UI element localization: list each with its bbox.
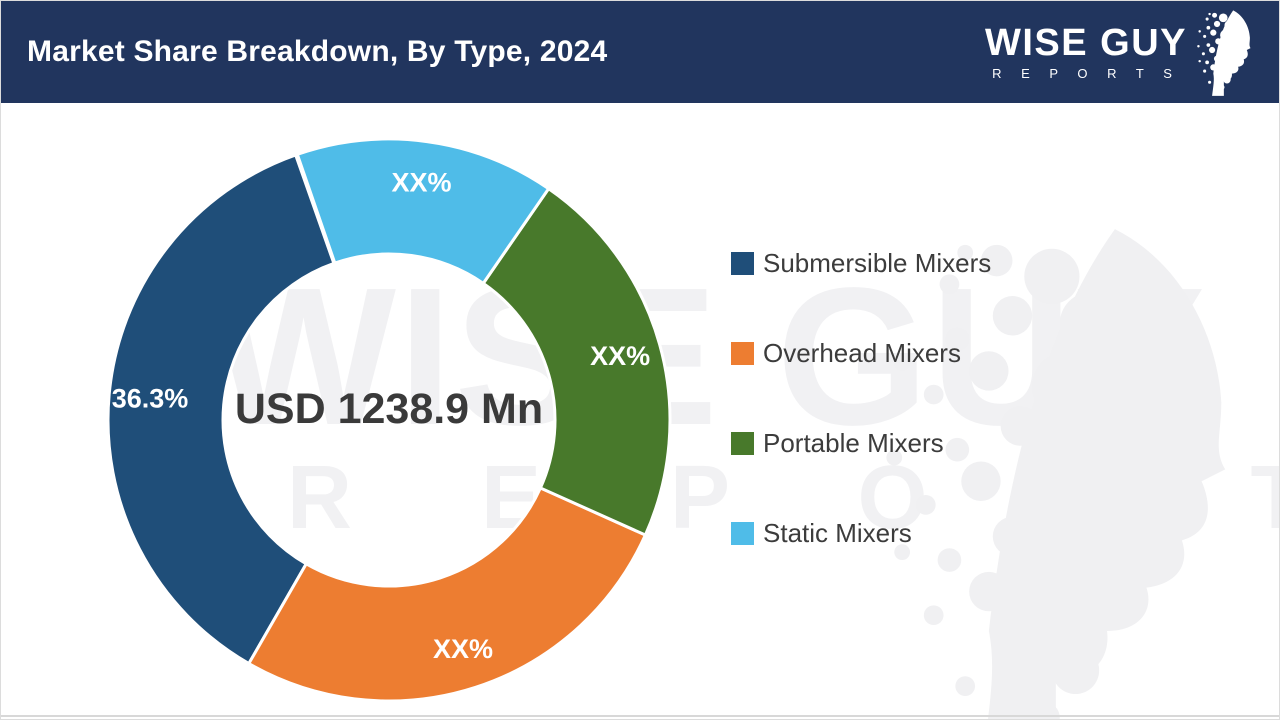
legend-swatch-overhead-mixers: [731, 342, 754, 365]
brand-logo: WISE GUY R E P O R T S: [985, 9, 1253, 96]
legend-swatch-portable-mixers: [731, 432, 754, 455]
legend-item-submersible-mixers[interactable]: Submersible Mixers: [731, 248, 991, 278]
donut-segment-static-mixers[interactable]: [295, 137, 551, 286]
donut-center-value: USD 1238.9 Mn: [235, 385, 543, 433]
donut-segment-overhead-mixers[interactable]: [246, 485, 648, 703]
segment-label-overhead-mixers: XX%: [433, 634, 493, 664]
brand-face-icon: [1197, 9, 1251, 96]
legend-swatch-static-mixers: [731, 522, 754, 545]
legend-item-overhead-mixers[interactable]: Overhead Mixers: [731, 338, 991, 368]
legend-swatch-submersible-mixers: [731, 252, 754, 275]
legend-item-portable-mixers[interactable]: Portable Mixers: [731, 428, 991, 458]
legend-item-static-mixers[interactable]: Static Mixers: [731, 518, 991, 548]
chart-legend: Submersible Mixers Overhead Mixers Portabl…: [731, 248, 991, 612]
page-title: Market Share Breakdown, By Type, 2024: [27, 35, 608, 68]
legend-label-portable-mixers: Portable Mixers: [763, 428, 944, 458]
brand-name: WISE GUY: [984, 21, 1187, 64]
brand-logo-text: WISE GUY R E P O R T S: [985, 24, 1187, 81]
donut-chart: 36.3% XX% XX% XX% USD 1238.9 Mn: [106, 137, 672, 703]
donut-segment-submersible-mixers[interactable]: [106, 153, 336, 666]
footer-divider: [1, 715, 1279, 717]
segment-label-portable-mixers: XX%: [590, 341, 650, 371]
donut-segment-portable-mixers[interactable]: [481, 186, 672, 537]
segment-label-submersible-mixers: 36.3%: [112, 383, 189, 413]
legend-label-overhead-mixers: Overhead Mixers: [763, 338, 961, 368]
brand-tagline: R E P O R T S: [992, 65, 1180, 81]
segment-label-static-mixers: XX%: [391, 168, 451, 198]
legend-label-static-mixers: Static Mixers: [763, 518, 912, 548]
header-bar: Market Share Breakdown, By Type, 2024 WI…: [1, 1, 1279, 103]
legend-label-submersible-mixers: Submersible Mixers: [763, 248, 992, 278]
